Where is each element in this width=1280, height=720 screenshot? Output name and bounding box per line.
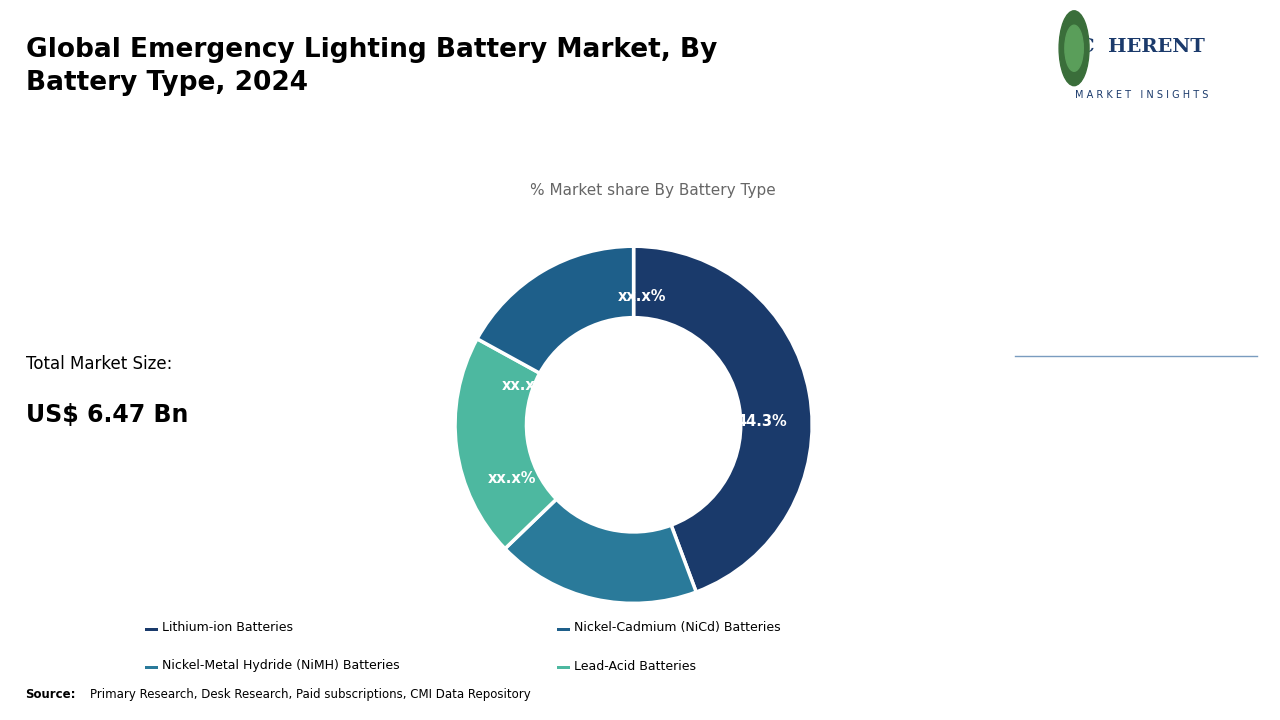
Circle shape [1065,25,1083,71]
FancyBboxPatch shape [557,628,570,631]
Text: Lead-Acid Batteries: Lead-Acid Batteries [573,660,696,672]
Circle shape [1059,11,1089,86]
FancyBboxPatch shape [557,666,570,669]
Text: Lithium-ion Batteries: Lithium-ion Batteries [163,621,293,634]
Wedge shape [634,246,812,592]
Text: Nickel-Metal Hydride (NiMH) Batteries: Nickel-Metal Hydride (NiMH) Batteries [163,660,399,672]
Text: Total Market Size:: Total Market Size: [26,355,172,373]
Text: Source:: Source: [26,688,76,701]
Wedge shape [456,339,557,549]
Text: Battery Type - Estimated
Market Revenue Share,
2024: Battery Type - Estimated Market Revenue … [1021,266,1167,317]
Text: Global Emergency Lighting Battery Market, By
Battery Type, 2024: Global Emergency Lighting Battery Market… [26,37,717,96]
Text: Global Emergency
Lighting Battery
Market: Global Emergency Lighting Battery Market [1021,430,1192,513]
Text: 44.3%: 44.3% [737,414,787,428]
Text: US$ 6.47 Bn: US$ 6.47 Bn [26,403,188,428]
Text: C  HERENT: C HERENT [1079,37,1204,55]
FancyBboxPatch shape [992,0,1280,130]
Wedge shape [506,499,696,603]
FancyBboxPatch shape [145,666,159,669]
Text: % Market share By Battery Type: % Market share By Battery Type [530,184,776,198]
Text: xx.x%: xx.x% [488,471,536,486]
Text: xx.x%: xx.x% [502,378,550,393]
FancyBboxPatch shape [145,628,159,631]
Text: xx.x%: xx.x% [618,289,667,304]
Text: 44.3%: 44.3% [1021,174,1137,207]
Text: M A R K E T   I N S I G H T S: M A R K E T I N S I G H T S [1075,90,1208,100]
Text: Lithium-ion Batteries: Lithium-ion Batteries [1021,235,1169,248]
Text: Primary Research, Desk Research, Paid subscriptions, CMI Data Repository: Primary Research, Desk Research, Paid su… [90,688,531,701]
Text: Nickel-Cadmium (NiCd) Batteries: Nickel-Cadmium (NiCd) Batteries [573,621,781,634]
Wedge shape [477,246,634,373]
